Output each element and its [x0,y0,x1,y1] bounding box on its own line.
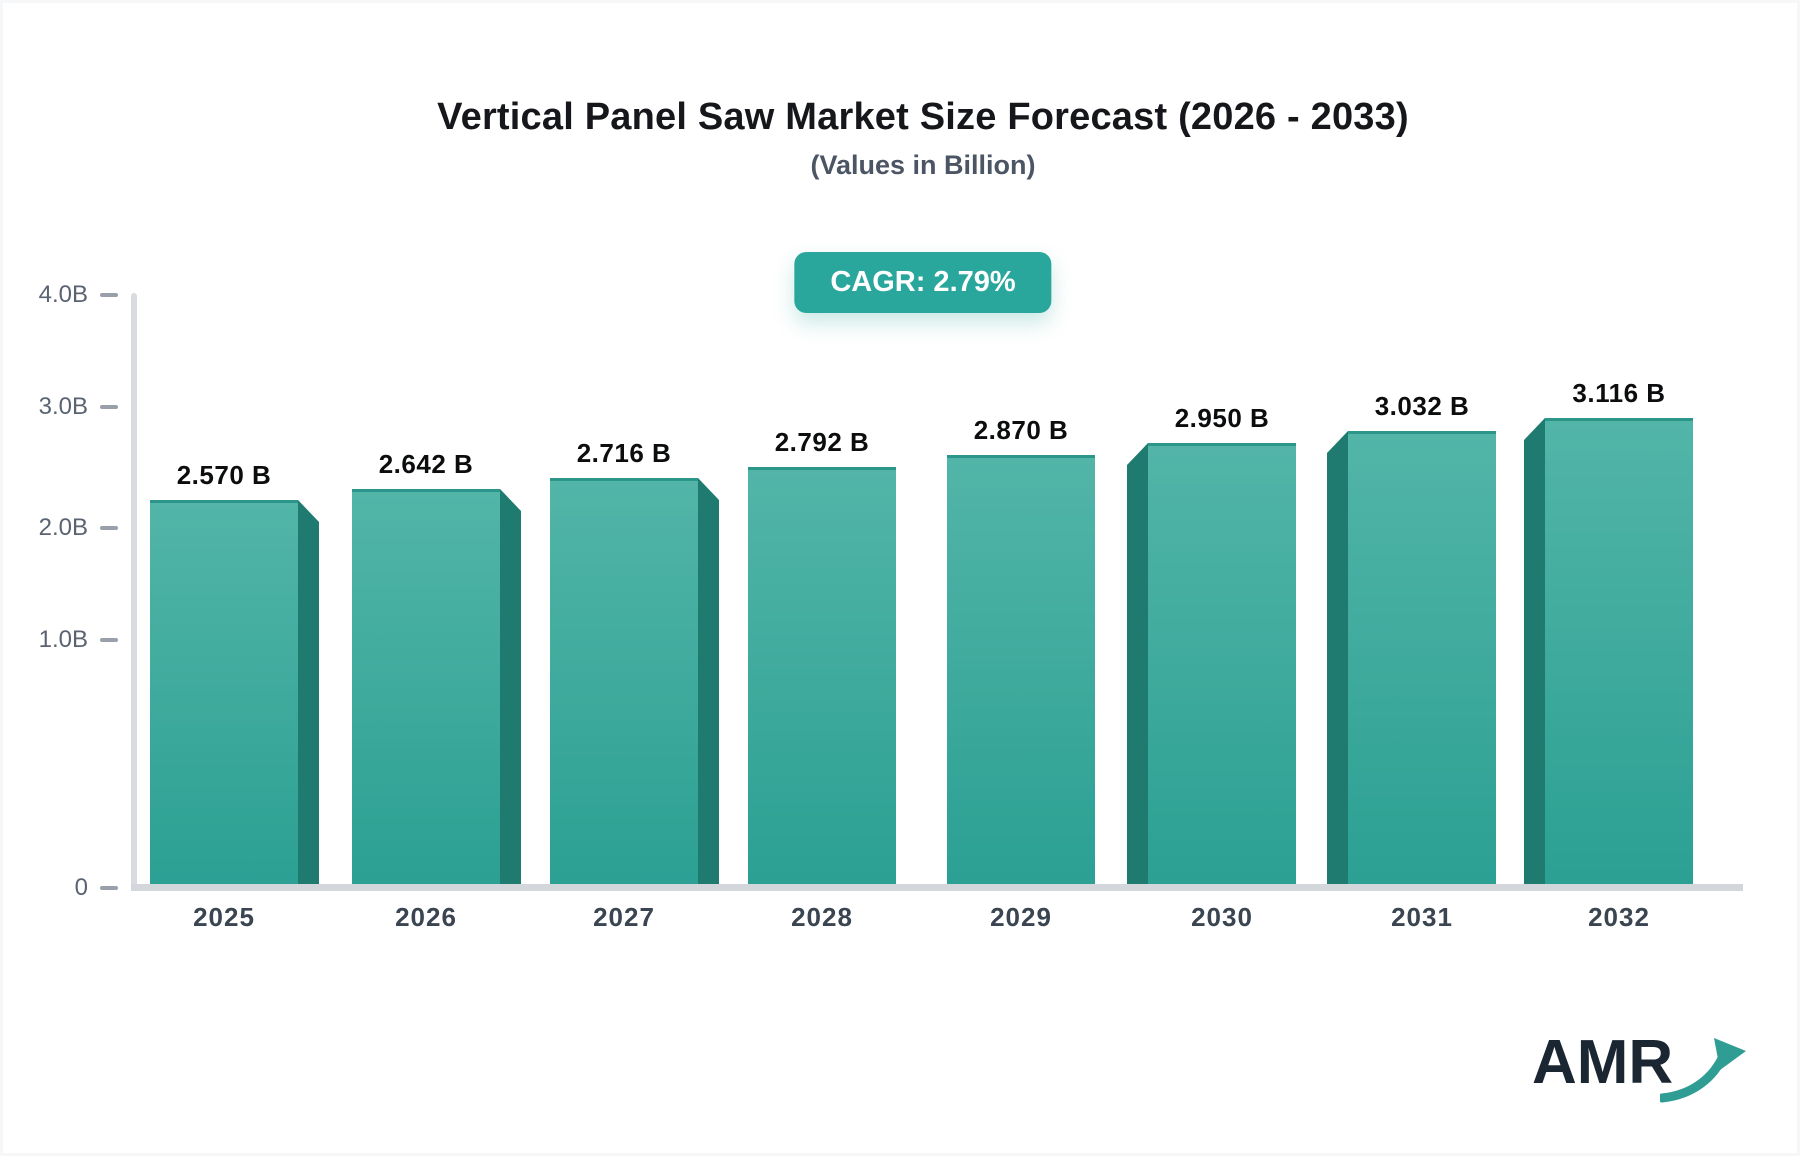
y-tick-mark [100,526,118,530]
amr-logo-text: AMR [1532,1028,1674,1097]
bar-2030 [1148,443,1296,884]
bar-side-face-2030 [1127,443,1148,884]
bar-2029 [947,455,1095,884]
bar-2027 [550,478,698,884]
bar-2026 [352,489,500,884]
bar-side-face-2027 [698,478,719,884]
y-tick-label: 2.0B [38,514,88,541]
amr-logo-arrow-icon [1660,1038,1746,1103]
y-tick-mark [100,405,118,409]
bar-2032 [1545,418,1693,884]
cagr-badge: CAGR: 2.79% [794,252,1052,313]
bar-value-label: 3.032 B [1374,391,1470,421]
chart-title: Vertical Panel Saw Market Size Forecast … [437,96,1409,138]
bar-value-label: 2.716 B [576,438,672,468]
bar-value-label: 2.792 B [774,427,870,457]
y-tick-label: 3.0B [38,393,88,420]
y-tick-label: 0 [74,874,88,901]
amr-logo: AMR [1532,1032,1752,1112]
bar-side-face-2026 [500,489,521,884]
x-axis-label-2032: 2032 [1588,902,1650,932]
x-axis-label-2026: 2026 [395,902,457,932]
bar-2025 [150,500,298,884]
bar-side-face-2032 [1524,418,1545,884]
x-axis-label-2028: 2028 [791,902,853,932]
bar-side-face-2025 [298,500,319,884]
bar-side-face-2031 [1327,431,1348,884]
y-tick-mark [100,293,118,297]
x-axis-label-2025: 2025 [193,902,255,932]
y-tick-mark [100,886,118,890]
x-axis-label-2027: 2027 [593,902,655,932]
x-axis-line [131,884,1743,891]
bar-2031 [1348,431,1496,884]
bar-2028 [748,467,896,884]
y-tick-label: 1.0B [38,626,88,653]
x-axis-label-2030: 2030 [1191,902,1253,932]
x-axis-label-2029: 2029 [990,902,1052,932]
bar-value-label: 2.870 B [973,415,1069,445]
y-axis-line [131,293,137,890]
bar-value-label: 2.570 B [176,460,272,490]
bar-value-label: 2.950 B [1174,403,1270,433]
y-tick-label: 4.0B [38,281,88,308]
chart-subtitle: (Values in Billion) [810,150,1036,180]
x-axis-label-2031: 2031 [1391,902,1453,932]
bar-value-label: 2.642 B [378,449,474,479]
bar-value-label: 3.116 B [1572,378,1666,408]
y-tick-mark [100,638,118,642]
